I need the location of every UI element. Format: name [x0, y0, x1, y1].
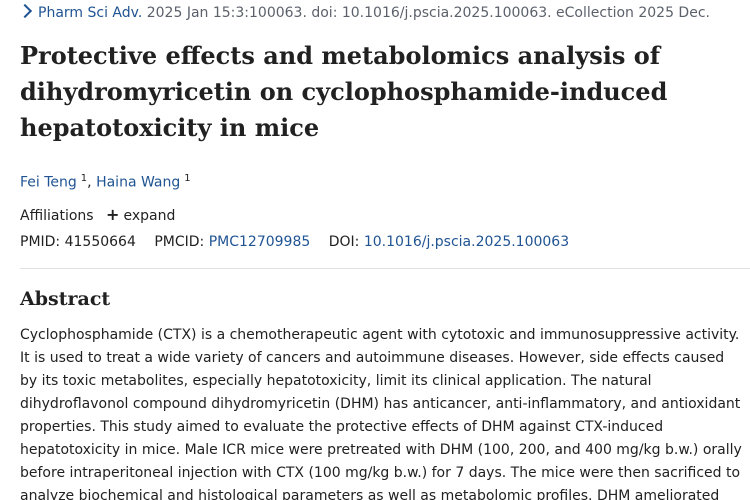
chevron-right-icon: [17, 3, 33, 19]
citation-details: 2025 Jan 15:3:100063. doi: 10.1016/j.psc…: [142, 5, 710, 21]
doi-link[interactable]: 10.1016/j.pscia.2025.100063: [363, 234, 570, 250]
pmid-value: 41550664: [64, 234, 136, 250]
citation-line: Pharm Sci Adv. 2025 Jan 15:3:100063. doi…: [17, 3, 710, 22]
plus-icon: +: [106, 205, 120, 224]
expand-label: expand: [123, 208, 176, 224]
article-title: Protective effects and metabolomics anal…: [20, 41, 668, 142]
doi-label: DOI:: [328, 234, 360, 250]
abstract-heading: Abstract: [20, 288, 111, 310]
identifiers-row: PMID: 41550664 PMCID: PMC12709985 DOI: 1…: [20, 232, 569, 252]
affiliations-label: Affiliations: [20, 208, 94, 224]
pmcid-label: PMCID:: [154, 234, 205, 250]
journal-link[interactable]: Pharm Sci Adv.: [38, 5, 143, 21]
author-list: Fei Teng 1, Haina Wang 1: [20, 168, 191, 194]
pmid-label: PMID:: [20, 234, 61, 250]
pmcid-link[interactable]: PMC12709985: [208, 234, 311, 250]
author-separator: ,: [87, 174, 97, 191]
author-link[interactable]: Fei Teng: [20, 174, 77, 191]
author-link[interactable]: Haina Wang: [96, 174, 181, 191]
author-affiliation-sup[interactable]: 1: [184, 173, 191, 184]
abstract-text: Cyclophosphamide (CTX) is a chemotherape…: [20, 327, 742, 500]
affiliations-expand-button[interactable]: + expand: [106, 205, 176, 224]
section-divider: [20, 268, 750, 269]
author-affiliation-sup[interactable]: 1: [80, 173, 88, 184]
affiliations-row: Affiliations + expand: [20, 205, 175, 226]
